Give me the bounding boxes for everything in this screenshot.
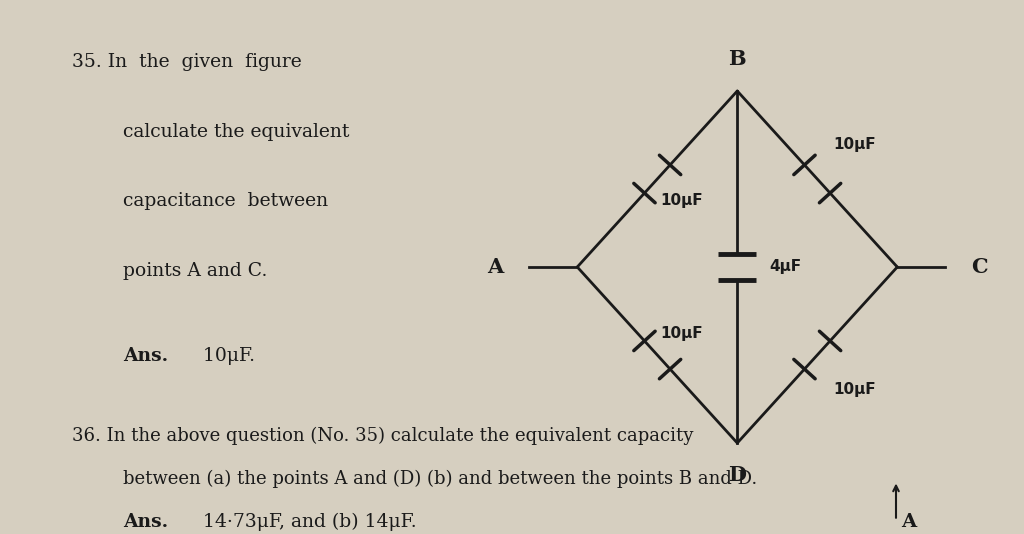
Text: A: A — [487, 257, 504, 277]
Text: C: C — [971, 257, 987, 277]
Text: 4μF: 4μF — [769, 260, 802, 274]
Text: 35. In  the  given  figure: 35. In the given figure — [72, 53, 301, 72]
Text: 36. In the above question (No. 35) calculate the equivalent capacity: 36. In the above question (No. 35) calcu… — [72, 427, 693, 445]
Text: 10μF: 10μF — [660, 326, 702, 341]
Text: calculate the equivalent: calculate the equivalent — [123, 123, 349, 141]
Text: Ans.: Ans. — [123, 513, 168, 531]
Text: 14·73μF, and (b) 14μF.: 14·73μF, and (b) 14μF. — [197, 513, 416, 531]
Text: 10μF: 10μF — [834, 382, 876, 397]
Text: Ans.: Ans. — [123, 347, 168, 365]
Text: points A and C.: points A and C. — [123, 262, 267, 280]
Text: capacitance  between: capacitance between — [123, 192, 328, 210]
Text: A: A — [901, 513, 916, 531]
Text: D: D — [728, 466, 746, 485]
Text: 10μF.: 10μF. — [197, 347, 255, 365]
Text: 10μF: 10μF — [834, 137, 876, 152]
Text: 10μF: 10μF — [660, 193, 702, 208]
Text: between (a) the points A and (D) (b) and between the points B and D.: between (a) the points A and (D) (b) and… — [123, 470, 757, 488]
Text: B: B — [728, 49, 746, 68]
